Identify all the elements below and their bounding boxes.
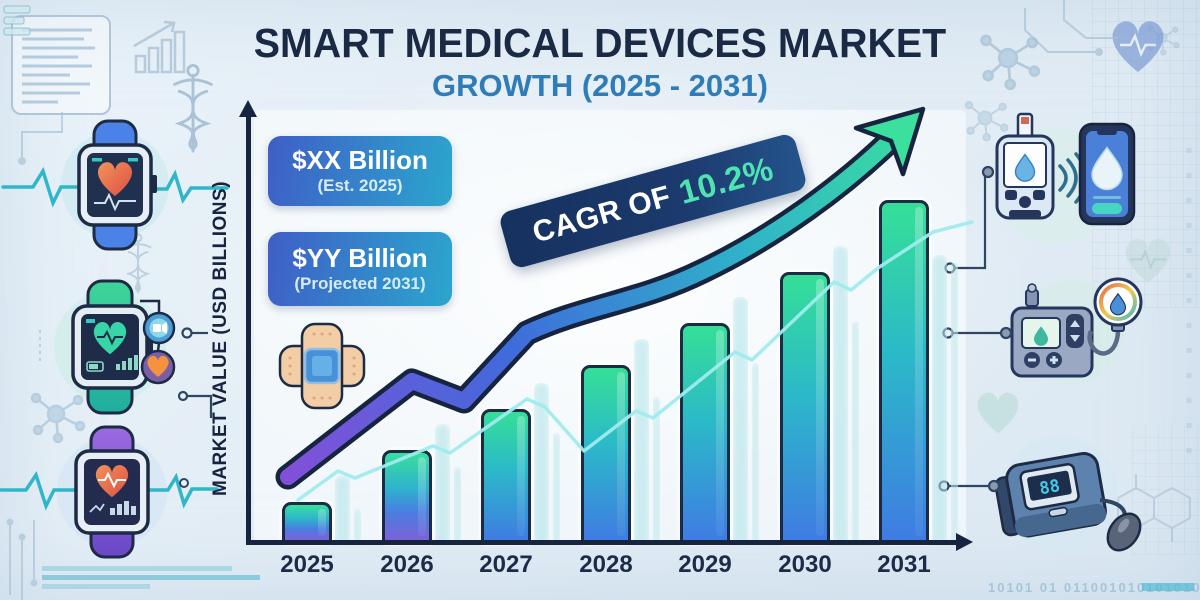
ghost-bar [733,297,748,543]
ghost-bar [335,476,350,543]
bar-2031 [879,200,929,543]
x-axis-label: 2027 [479,551,533,578]
callout-value: $YY Billion [292,243,428,274]
ghost-bar [454,467,461,543]
callout-estimate-2025: $XX Billion (Est. 2025) [268,136,452,206]
callout-value: $XX Billion [292,145,428,176]
ghost-bar [852,321,859,543]
y-axis-label: MARKET VALUE (USD BILLIONS) [210,180,231,496]
ghost-bar [534,383,549,543]
ghost-bar [752,363,759,543]
ghost-bar [951,262,958,543]
callout-caption: (Est. 2025) [317,176,403,196]
y-axis [246,116,251,543]
bar-2025 [282,502,332,543]
ghost-bar [553,433,560,543]
ghost-bar [354,509,361,543]
x-axis-label: 2030 [778,551,832,578]
ghost-bar [653,397,660,543]
y-axis-arrowhead [239,100,257,117]
ghost-bar [634,339,649,543]
page-subtitle: GROWTH (2025 - 2031) [432,68,768,103]
bar-2026 [382,450,432,543]
callout-projection-2031: $YY Billion (Projected 2031) [268,232,452,306]
x-axis-label: 2031 [877,551,931,578]
x-axis-label: 2025 [280,551,334,578]
bar-2030 [780,272,830,543]
bar-2029 [680,323,730,543]
x-axis-arrowhead [956,533,973,551]
page-title: SMART MEDICAL DEVICES MARKET [253,20,947,66]
bar-2027 [481,409,531,543]
x-axis [246,540,958,545]
ghost-bar [435,424,450,543]
ghost-bar [932,255,947,543]
ghost-bar [833,246,848,543]
x-axis-label: 2026 [380,551,434,578]
x-axis-label: 2029 [678,551,732,578]
bar-2028 [581,365,631,543]
callout-caption: (Projected 2031) [294,274,426,294]
x-axis-label: 2028 [579,551,633,578]
